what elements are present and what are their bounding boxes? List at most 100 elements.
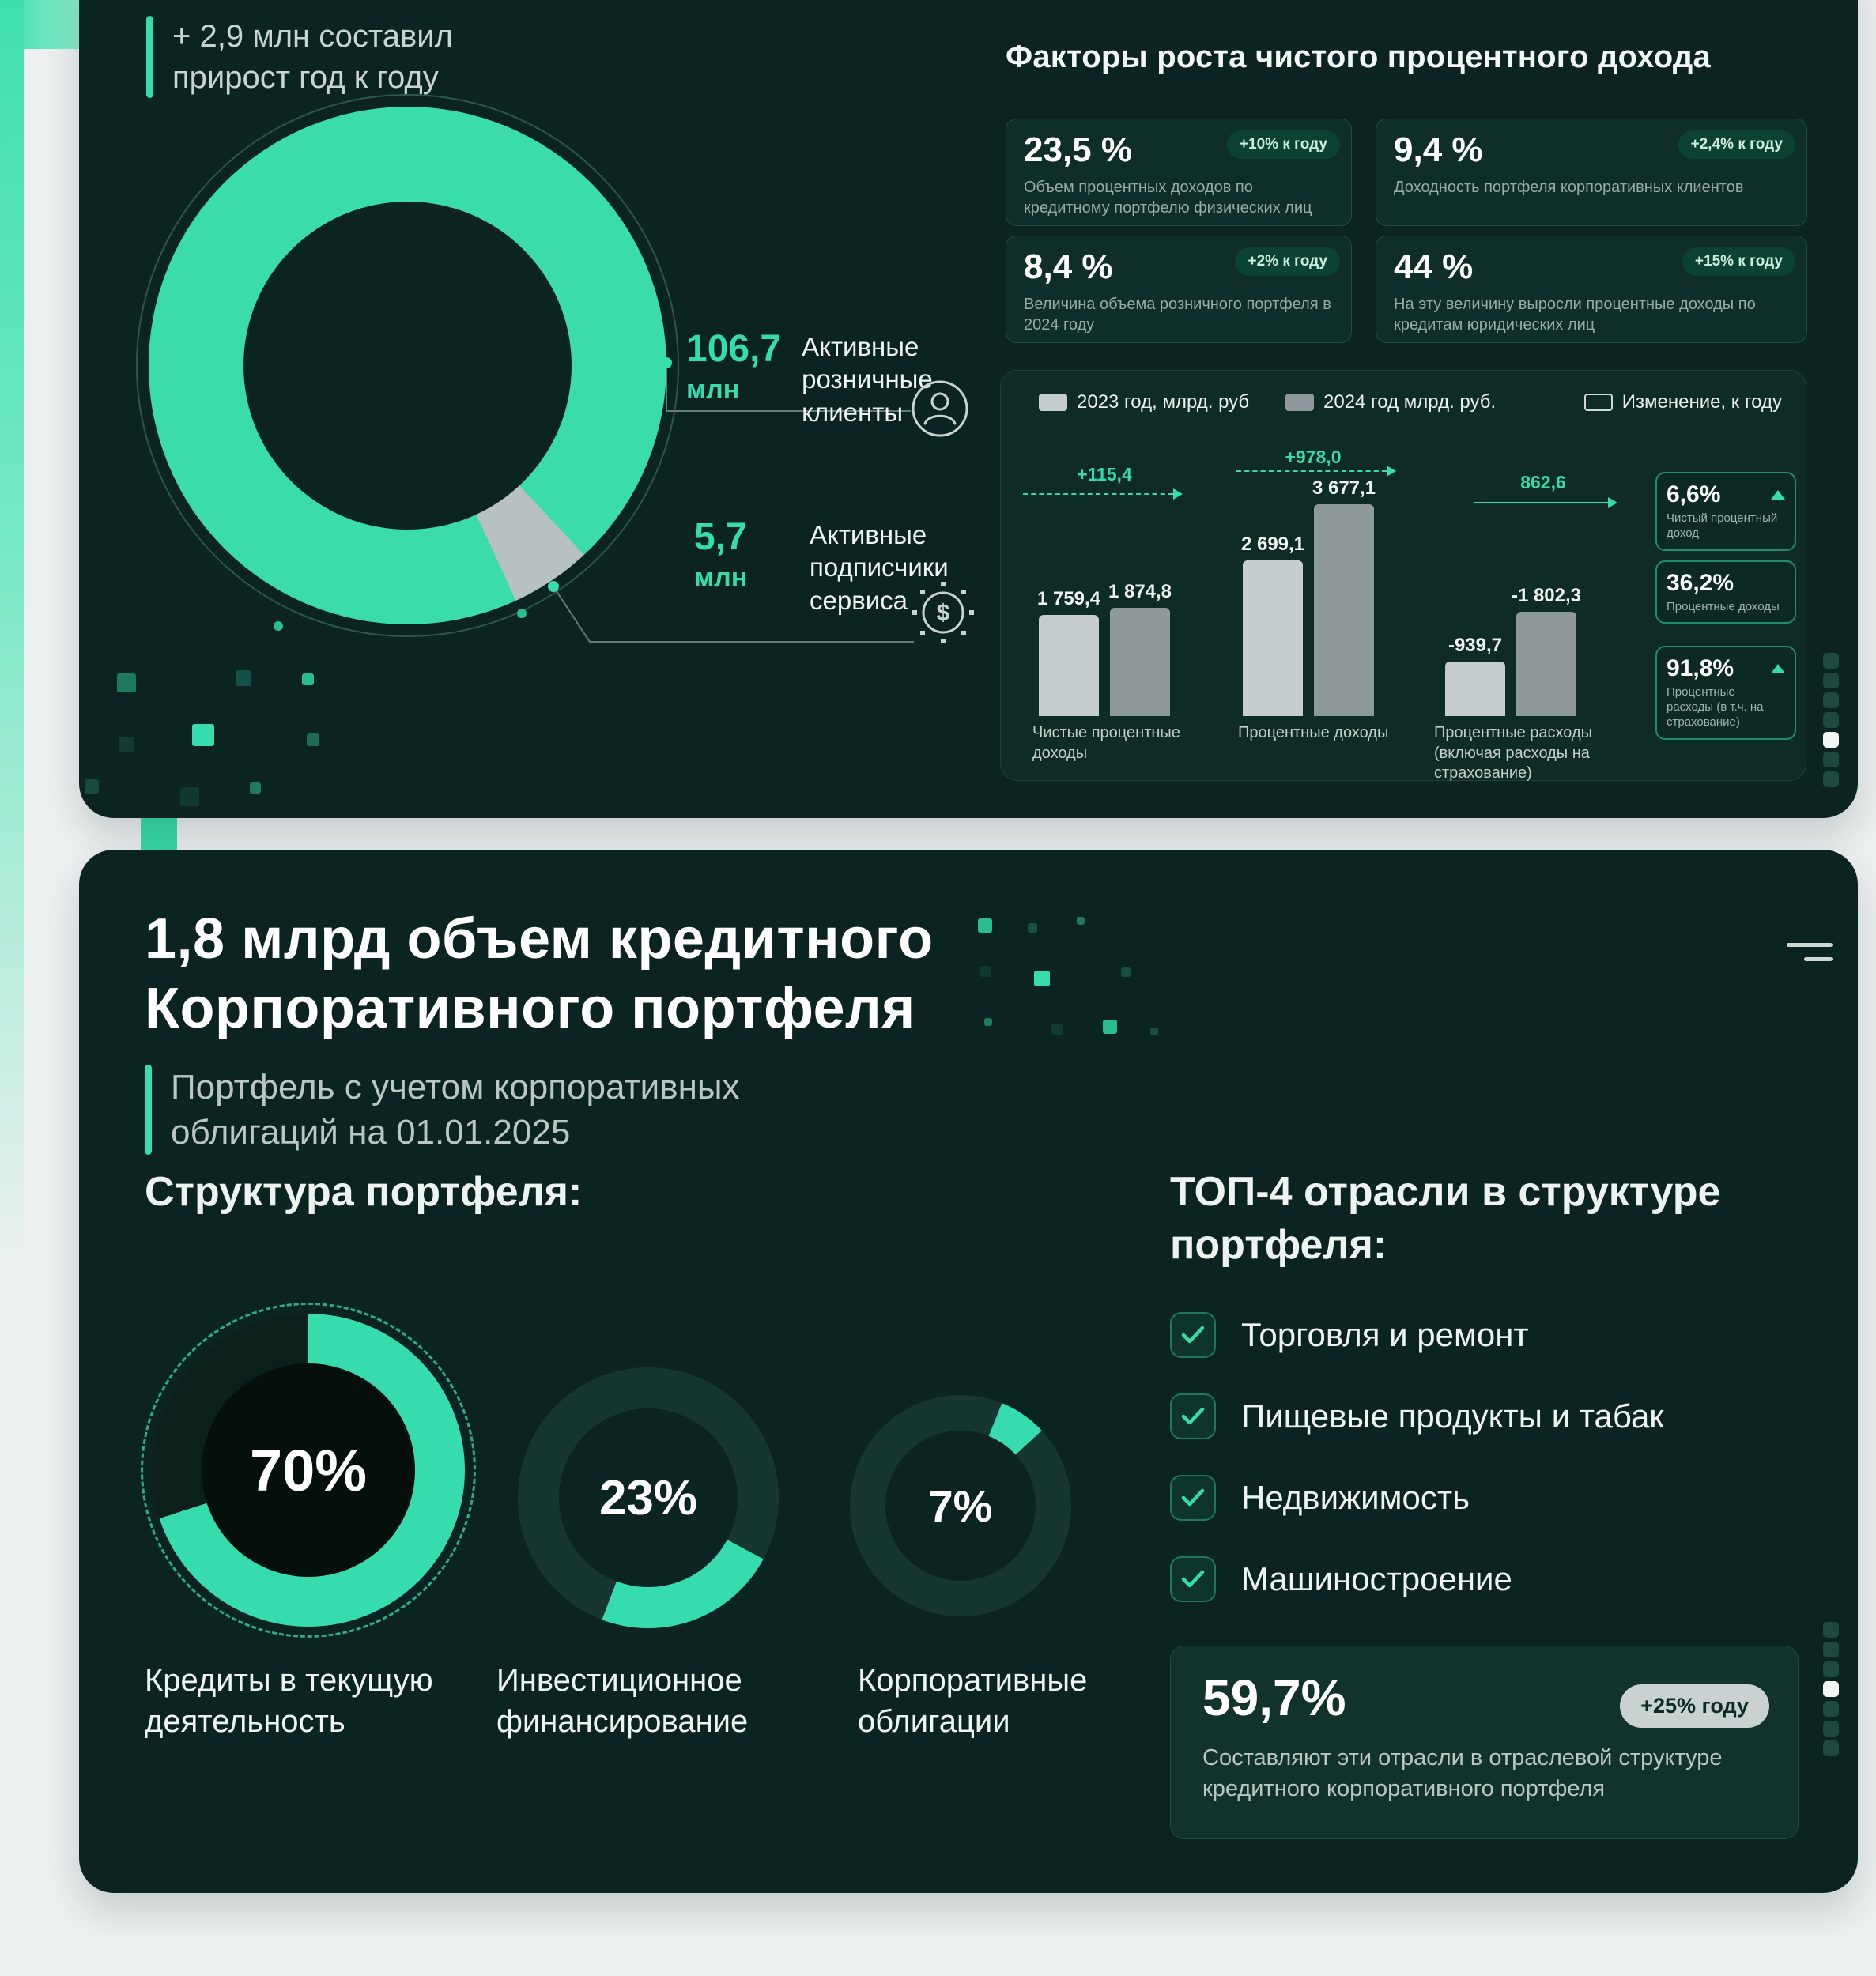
decor-pixel bbox=[85, 779, 99, 794]
legend-swatch bbox=[1039, 394, 1067, 411]
donut-caption-credits: Кредиты в текущую деятельность bbox=[145, 1663, 433, 1739]
donut-caption-investment: Инвестиционное финансирование bbox=[496, 1663, 749, 1739]
checkbox-icon bbox=[1170, 1475, 1216, 1521]
side-card-value: 6,6% bbox=[1667, 481, 1721, 507]
top4-item-label: Машиностроение bbox=[1241, 1560, 1512, 1597]
slide-subtitle-text: Портфель с учетом корпоративных облигаци… bbox=[171, 1068, 740, 1152]
retail-clients-label: Активные розничные клиенты bbox=[802, 332, 933, 427]
decor-pixel bbox=[1028, 923, 1037, 933]
factor-card-3: 44 % +15% к году На эту величину выросли п… bbox=[1376, 236, 1807, 343]
side-card-value-row: 36,2% bbox=[1667, 570, 1785, 597]
retail-clients-value-col: 106,7 млн bbox=[686, 330, 781, 428]
legend-label: Изменение, к году bbox=[1621, 391, 1782, 413]
accent-bar bbox=[146, 16, 153, 98]
decor-pixel bbox=[984, 1018, 992, 1026]
summary-caption: Составляют эти отрасли в отраслевой стру… bbox=[1202, 1745, 1723, 1802]
bar-category-label: Процентные доходы bbox=[1238, 724, 1389, 741]
top4-item-0: Торговля и ремонт bbox=[1170, 1312, 1866, 1358]
factors-heading: Факторы роста чистого процентного дохода bbox=[1006, 40, 1711, 74]
change-arrow-line bbox=[1236, 470, 1387, 472]
bar-2024-1 bbox=[1314, 504, 1374, 716]
change-arrowhead bbox=[1173, 488, 1183, 500]
factor-value: 44 % bbox=[1394, 247, 1474, 286]
bar-value-label: -1 802,3 bbox=[1511, 585, 1582, 606]
factor-card-0: 23,5 % +10% к году Объем процентных доходо… bbox=[1006, 119, 1352, 226]
factor-badge: +2,4% к году bbox=[1678, 130, 1795, 159]
donut-caption-bonds: Корпоративные облигации bbox=[858, 1663, 1088, 1739]
pagination-dot-4[interactable] bbox=[1823, 732, 1839, 748]
bar-category-label: Чистые процентные доходы bbox=[1032, 724, 1180, 762]
pagination-dot-5[interactable] bbox=[1823, 1721, 1839, 1737]
top4-item-label: Торговля и ремонт bbox=[1241, 1316, 1529, 1353]
coin-dollar-icon: $ bbox=[909, 579, 977, 650]
decor-pixel bbox=[1121, 967, 1131, 977]
retail-clients-stat: 106,7 млн Активные розничные клиенты bbox=[686, 330, 983, 428]
bar-value-label: 1 759,4 bbox=[1036, 588, 1101, 609]
top4-item-label: Недвижимость bbox=[1241, 1479, 1470, 1516]
pagination-dot-1[interactable] bbox=[1823, 1642, 1839, 1657]
chart-side-card-1: 36,2% Процентные доходы bbox=[1655, 560, 1796, 624]
factor-caption: Доходность портфеля корпоративных клиент… bbox=[1394, 179, 1744, 196]
clients-donut-hole bbox=[243, 202, 572, 530]
chart-side-cards: 6,6% Чистый процентный доход 36,2% Процентн… bbox=[1655, 472, 1796, 740]
legend-item: Изменение, к году bbox=[1583, 391, 1782, 413]
clients-donut-chart bbox=[136, 94, 679, 637]
bar-2023-1 bbox=[1243, 560, 1303, 716]
subscribers-stat: 5,7 млн Активные подписчики сервиса bbox=[694, 519, 991, 617]
legend-swatch bbox=[1583, 394, 1613, 411]
decor-pixel bbox=[1077, 917, 1085, 925]
top4-item-3: Машиностроение bbox=[1170, 1556, 1866, 1602]
pagination-bottom bbox=[1823, 1622, 1839, 1756]
factor-cards: 23,5 % +10% к году Объем процентных доходо… bbox=[1006, 119, 1807, 343]
change-annotation: 862,6 bbox=[1520, 472, 1566, 492]
legend-swatch bbox=[1285, 394, 1314, 411]
legend-item: 2024 год млрд. руб. bbox=[1285, 391, 1496, 413]
side-card-caption: Чистый процентный доход bbox=[1667, 511, 1778, 540]
top4-heading: ТОП-4 отрасли в структуре портфеля: bbox=[1170, 1169, 1721, 1268]
factor-value: 23,5 % bbox=[1024, 130, 1132, 169]
bar-value-label: 1 874,8 bbox=[1108, 581, 1172, 602]
svg-text:$: $ bbox=[937, 600, 950, 626]
factor-badge: +10% к году bbox=[1226, 130, 1340, 159]
legend-item: 2023 год, млрд. руб bbox=[1039, 391, 1249, 413]
decor-pixel bbox=[236, 670, 251, 686]
portfolio-donut-label-7: 7% bbox=[928, 1480, 993, 1531]
decor-pixel bbox=[307, 733, 319, 746]
checkbox-icon bbox=[1170, 1556, 1216, 1602]
pagination-dot-1[interactable] bbox=[1823, 673, 1839, 688]
pagination-dot-3[interactable] bbox=[1823, 712, 1839, 728]
decor-pixel bbox=[192, 724, 214, 746]
bar-value-label: 2 699,1 bbox=[1240, 534, 1305, 555]
pagination-dot-0[interactable] bbox=[1823, 1622, 1839, 1638]
subscribers-unit: млн bbox=[694, 563, 748, 593]
pagination-dot-5[interactable] bbox=[1823, 752, 1839, 767]
bar-2024-0 bbox=[1110, 608, 1170, 716]
bar-2023-0 bbox=[1039, 615, 1099, 716]
legend-label: 2023 год, млрд. руб bbox=[1077, 391, 1250, 413]
growth-note: + 2,9 млн составил прирост год к году bbox=[146, 16, 453, 98]
bar-chart-plot: 1 759,4 2 699,1 -939,7 1 874,8 3 677,1 -1 802… bbox=[1001, 371, 1806, 782]
pagination-dot-3[interactable] bbox=[1823, 1681, 1839, 1697]
slide-title-line1: 1,8 млрд объем кредитного bbox=[145, 907, 934, 971]
decor-pixel bbox=[250, 782, 261, 794]
bar-value-label: -939,7 bbox=[1448, 635, 1503, 656]
change-annotation: +115,4 bbox=[1077, 464, 1132, 485]
pagination-dot-6[interactable] bbox=[1823, 1740, 1839, 1756]
person-icon bbox=[909, 378, 971, 443]
portfolio-donut-7: 7% bbox=[850, 1395, 1071, 1616]
subscribers-value-col: 5,7 млн bbox=[694, 519, 789, 617]
portfolio-donut-23: 23% bbox=[518, 1367, 779, 1628]
legend-label: 2024 год млрд. руб. bbox=[1323, 391, 1497, 413]
pagination-dot-2[interactable] bbox=[1823, 692, 1839, 708]
portfolio-donut-center bbox=[202, 1363, 415, 1577]
change-annotation: +978,0 bbox=[1285, 447, 1342, 467]
pagination-dot-4[interactable] bbox=[1823, 1701, 1839, 1717]
pagination-dot-2[interactable] bbox=[1823, 1661, 1839, 1677]
factor-caption: Величина объема розничного портфеля в 20… bbox=[1024, 296, 1331, 334]
pagination-dot-0[interactable] bbox=[1823, 653, 1839, 669]
summary-card: 59,7% +25% году Составляют эти отрасли в… bbox=[1170, 1646, 1799, 1839]
pagination-dot-6[interactable] bbox=[1823, 771, 1839, 787]
decor-pixel bbox=[980, 966, 991, 977]
menu-icon[interactable] bbox=[1787, 943, 1833, 961]
background-accent-stripe bbox=[0, 0, 24, 1502]
